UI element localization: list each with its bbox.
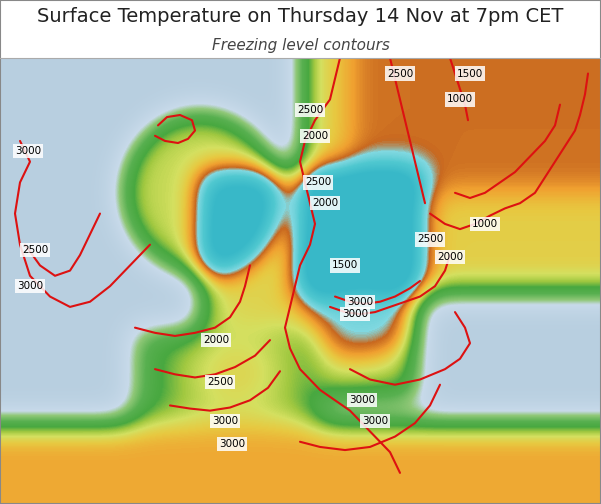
Text: 2000: 2000 — [437, 252, 463, 262]
Text: 2000: 2000 — [203, 335, 229, 345]
Text: 3000: 3000 — [362, 416, 388, 426]
Text: 1000: 1000 — [447, 94, 473, 104]
Text: 2500: 2500 — [387, 69, 413, 79]
Text: 2000: 2000 — [302, 131, 328, 141]
Text: 1500: 1500 — [332, 261, 358, 271]
Text: 2500: 2500 — [417, 234, 443, 244]
Text: 3000: 3000 — [347, 297, 373, 307]
Text: 2500: 2500 — [305, 177, 331, 187]
Text: 3000: 3000 — [219, 439, 245, 449]
Text: 2000: 2000 — [312, 198, 338, 208]
Text: Surface Temperature on Thursday 14 Nov at 7pm CET: Surface Temperature on Thursday 14 Nov a… — [37, 7, 564, 26]
Text: 3000: 3000 — [212, 416, 238, 426]
Text: 3000: 3000 — [15, 146, 41, 156]
Text: 3000: 3000 — [342, 309, 368, 319]
Text: 1500: 1500 — [457, 69, 483, 79]
Text: 2500: 2500 — [207, 376, 233, 387]
Text: 3000: 3000 — [17, 281, 43, 291]
Text: 3000: 3000 — [349, 395, 375, 405]
Text: 2500: 2500 — [22, 245, 48, 255]
Text: Freezing level contours: Freezing level contours — [212, 38, 389, 53]
Text: 1000: 1000 — [472, 219, 498, 229]
Text: 2500: 2500 — [297, 105, 323, 115]
